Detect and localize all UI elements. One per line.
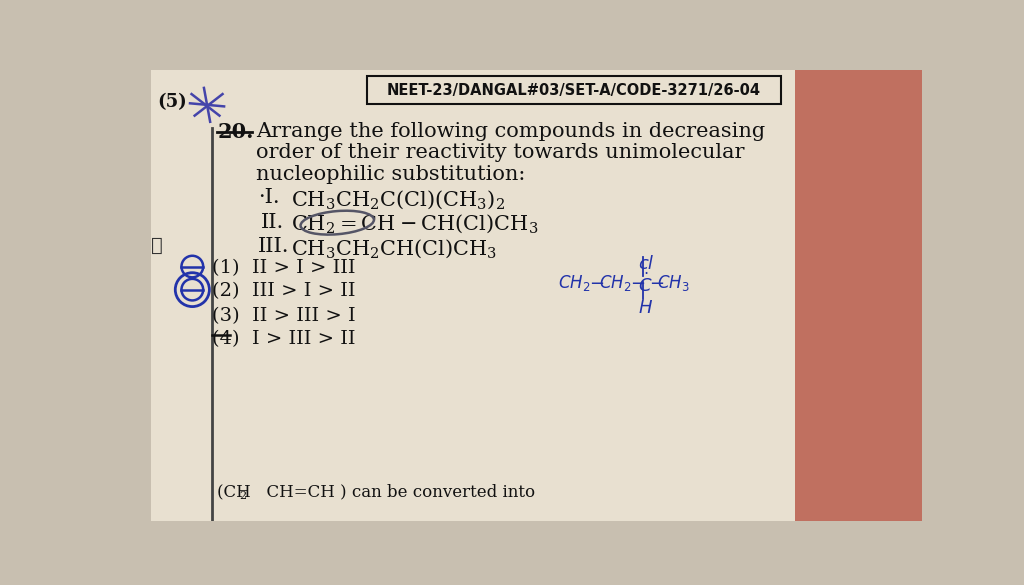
Text: H: H: [639, 299, 652, 317]
Text: III.: III.: [257, 238, 289, 256]
FancyBboxPatch shape: [152, 70, 795, 521]
Text: 2: 2: [240, 491, 247, 501]
Text: $-$: $-$: [630, 273, 645, 291]
Text: II.: II.: [261, 213, 285, 232]
Text: Arrange the following compounds in decreasing: Arrange the following compounds in decre…: [256, 122, 765, 141]
Text: ·I.: ·I.: [258, 188, 280, 207]
Text: NEET-23/DANGAL#03/SET-A/CODE-3271/26-04: NEET-23/DANGAL#03/SET-A/CODE-3271/26-04: [387, 82, 761, 98]
Text: nucleophilic substitution:: nucleophilic substitution:: [256, 165, 525, 184]
Text: $\mathit{CH_2}$: $\mathit{CH_2}$: [558, 273, 591, 292]
Text: $\mathit{CH_2}$: $\mathit{CH_2}$: [599, 273, 632, 292]
FancyBboxPatch shape: [367, 77, 780, 104]
Text: order of their reactivity towards unimolecular: order of their reactivity towards unimol…: [256, 143, 744, 163]
FancyBboxPatch shape: [795, 70, 922, 521]
Text: (CH   CH=CH ) can be converted into: (CH CH=CH ) can be converted into: [217, 484, 536, 501]
Text: (3)  II > III > I: (3) II > III > I: [212, 307, 355, 325]
Text: $\mathit{CH_3}$: $\mathit{CH_3}$: [656, 273, 689, 292]
Text: $-$: $-$: [649, 273, 664, 291]
Text: $\mathregular{CH_3CH_2C(Cl)(CH_3)_2}$: $\mathregular{CH_3CH_2C(Cl)(CH_3)_2}$: [291, 188, 505, 211]
Text: ी: ी: [152, 236, 163, 254]
Text: cl: cl: [638, 255, 653, 273]
Text: $-$: $-$: [589, 273, 604, 291]
Text: (5): (5): [158, 93, 187, 111]
Text: $\mathit{\dot{C}}$: $\mathit{\dot{C}}$: [638, 273, 652, 296]
Text: $\mathregular{CH_2 = CH - CH(Cl)CH_3}$: $\mathregular{CH_2 = CH - CH(Cl)CH_3}$: [291, 213, 539, 235]
Text: (2)  III > I > II: (2) III > I > II: [212, 282, 355, 300]
Text: (4)  I > III > II: (4) I > III > II: [212, 330, 355, 347]
Text: $\mathregular{CH_3CH_2CH(Cl)CH_3}$: $\mathregular{CH_3CH_2CH(Cl)CH_3}$: [291, 238, 497, 260]
Text: (1)  II > I > III: (1) II > I > III: [212, 259, 355, 277]
Text: 20.: 20.: [217, 122, 254, 142]
